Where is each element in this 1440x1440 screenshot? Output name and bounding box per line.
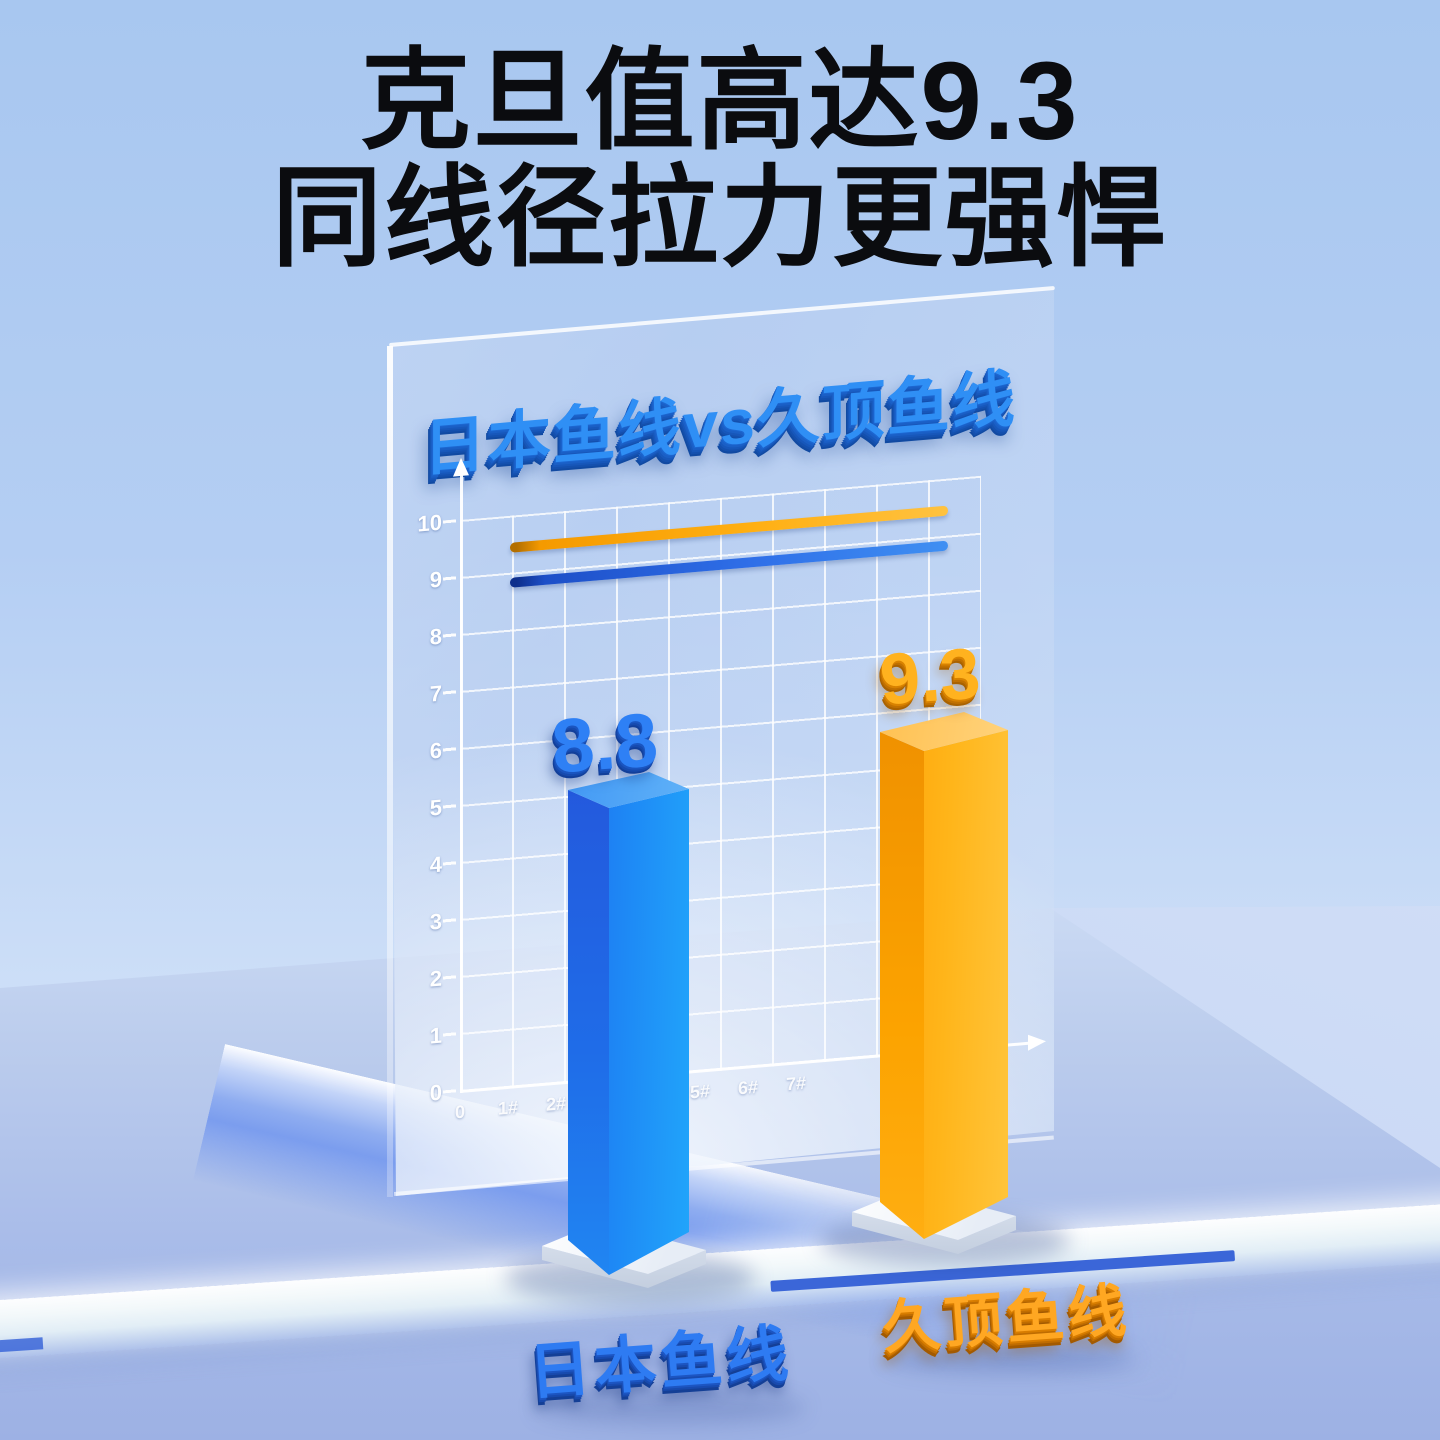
y-tick-label: 7 [429,680,442,707]
x-tick-label: 1# [497,1097,519,1119]
x-axis-arrow-icon [1028,1033,1046,1051]
y-tick-label: 2 [429,965,442,992]
x-tick-label: 7# [785,1072,807,1095]
y-tick-label: 3 [429,908,442,935]
y-tick-label: 0 [429,1079,442,1106]
bar-japan-line [545,768,695,1280]
y-tick-label: 4 [429,851,442,878]
value-label-jiuding: 9.3 [877,633,983,721]
bar-left-face [568,790,609,1275]
blue-label-shadow [535,1392,805,1424]
orange-label-shadow [885,1344,1135,1374]
category-label-japan: 日本鱼线 [526,1319,795,1408]
strip-blue-accent-left [0,1337,44,1354]
x-tick-label: 0 [454,1101,465,1123]
y-tick-label: 6 [429,737,442,764]
title-line-2: 同线径拉力更强悍 [272,156,1168,280]
y-tick-label: 9 [429,566,442,593]
y-tick-label: 5 [429,794,442,821]
y-tick-label: 1 [429,1022,442,1049]
bar-front-face [924,730,1008,1239]
title-line-1: 克旦值高达9.3 [360,40,1080,163]
x-tick-label: 6# [737,1076,759,1099]
y-axis-arrow-icon [453,457,469,477]
page-title: 克旦值高达9.3 同线径拉力更强悍 [0,40,1440,280]
bar-left-face [880,732,924,1239]
y-tick-label: 8 [429,623,442,650]
y-axis-line [460,473,463,1093]
bar-jiuding-line [856,708,1016,1244]
bar-front-face [609,789,689,1275]
value-label-japan: 8.8 [549,697,661,790]
panel-left-edge-highlight [387,346,393,1197]
y-axis-tick-marks [443,519,456,1094]
y-tick-label: 10 [417,509,442,537]
